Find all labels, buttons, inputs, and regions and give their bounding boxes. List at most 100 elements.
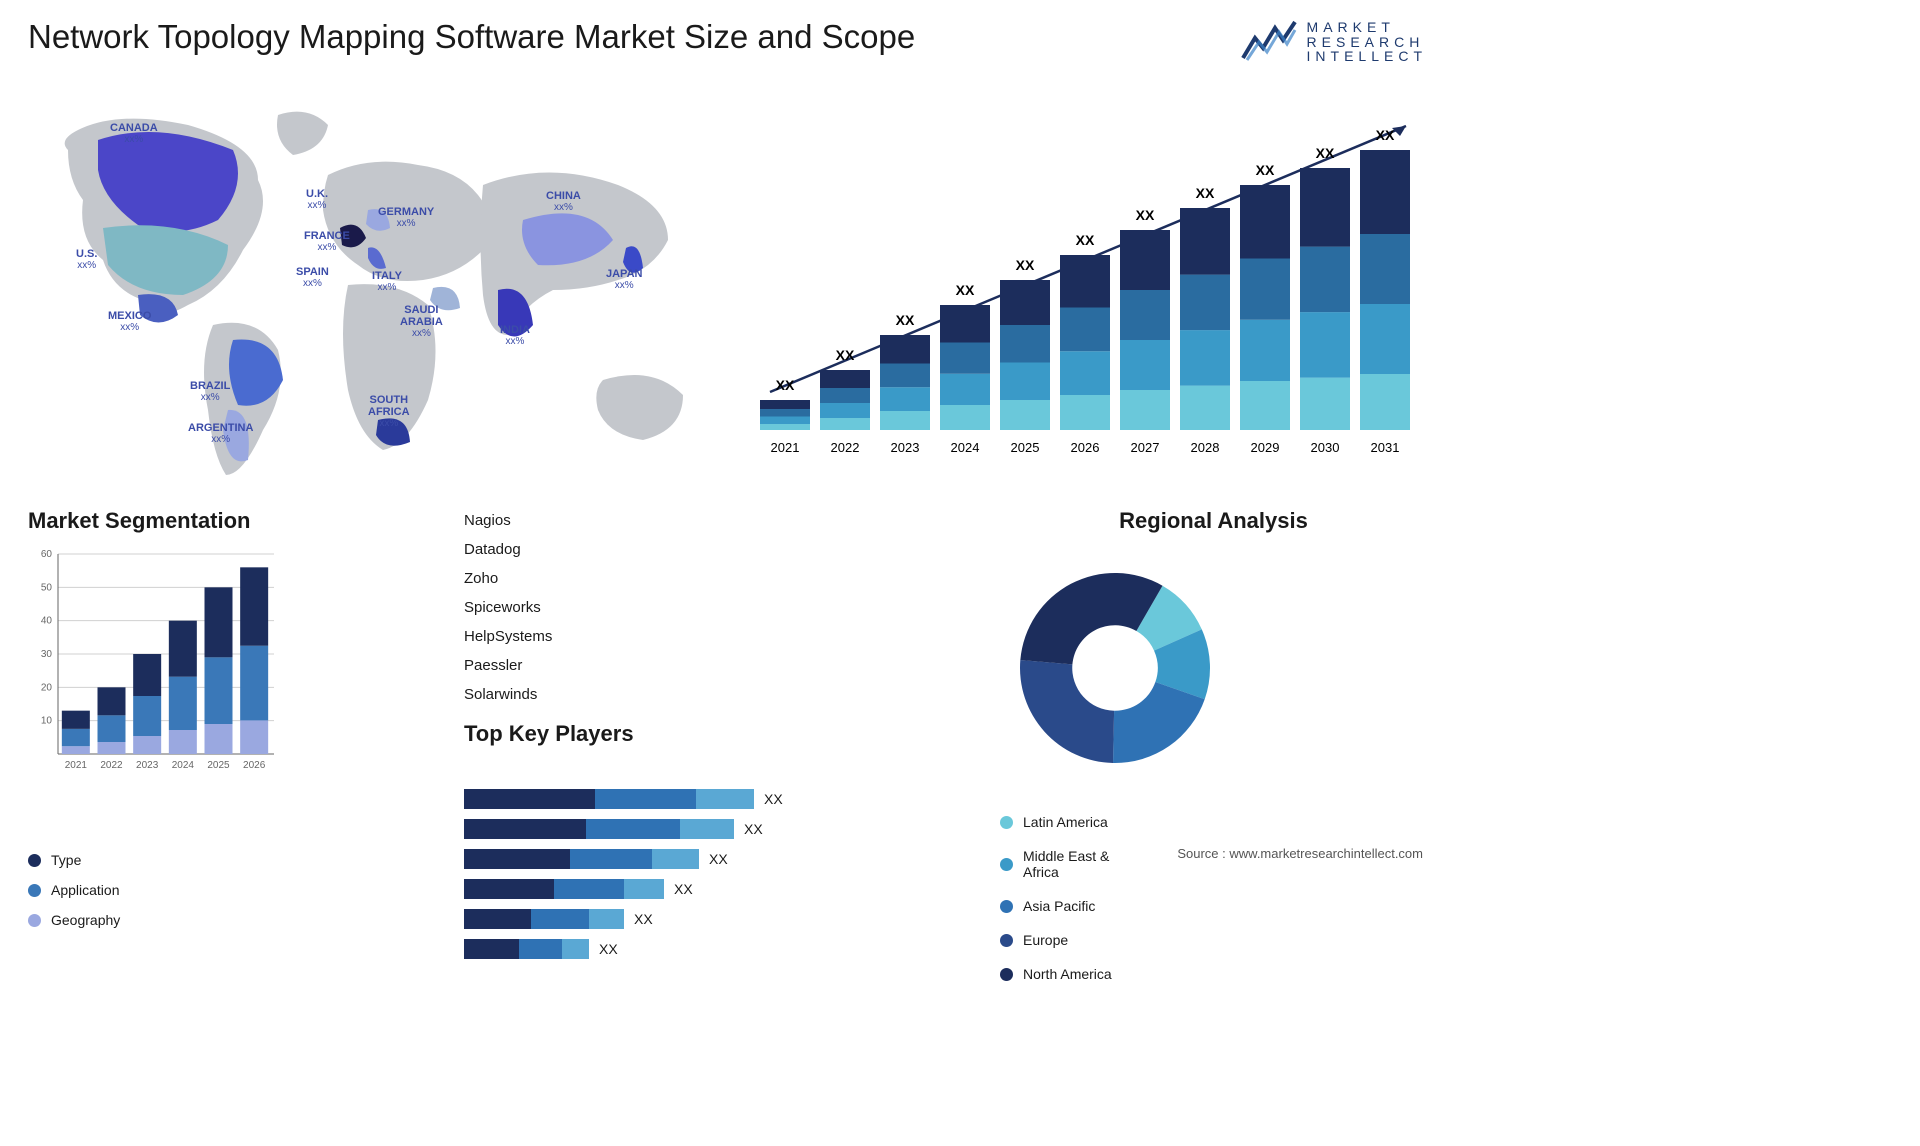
regional-donut-svg bbox=[1000, 548, 1230, 778]
growth-bar-segment bbox=[1120, 230, 1170, 290]
growth-bar-segment bbox=[1180, 386, 1230, 430]
growth-year-label: 2027 bbox=[1131, 440, 1160, 455]
growth-bar-label: XX bbox=[776, 377, 795, 393]
seg-bar-segment bbox=[62, 746, 90, 754]
legend-label: Europe bbox=[1023, 932, 1068, 948]
seg-bar-segment bbox=[205, 657, 233, 724]
growth-bar-segment bbox=[1180, 330, 1230, 386]
regional-legend-item: Latin America bbox=[1000, 814, 1427, 830]
key-players-title: Top Key Players bbox=[464, 721, 984, 747]
seg-bar-segment bbox=[62, 711, 90, 729]
regional-donut bbox=[1000, 548, 1427, 778]
key-player-name: Solarwinds bbox=[464, 686, 984, 703]
key-player-name: Spiceworks bbox=[464, 599, 984, 616]
key-player-row: XX bbox=[464, 819, 984, 839]
seg-bar-segment bbox=[62, 729, 90, 746]
legend-dot bbox=[1000, 968, 1013, 981]
legend-dot bbox=[28, 854, 41, 867]
growth-year-label: 2024 bbox=[951, 440, 980, 455]
growth-bar-segment bbox=[1240, 259, 1290, 320]
regional-legend-item: North America bbox=[1000, 966, 1427, 982]
segmentation-panel: Market Segmentation 10203040506020212022… bbox=[28, 508, 448, 982]
regional-legend-item: Europe bbox=[1000, 932, 1427, 948]
key-player-value: XX bbox=[599, 941, 618, 957]
key-player-bar-segment bbox=[624, 879, 664, 899]
growth-bar-segment bbox=[1000, 280, 1050, 325]
legend-dot bbox=[1000, 900, 1013, 913]
key-player-bar-segment bbox=[554, 879, 624, 899]
map-label: CANADAxx% bbox=[110, 122, 158, 145]
legend-dot bbox=[28, 914, 41, 927]
legend-dot bbox=[1000, 816, 1013, 829]
growth-year-label: 2022 bbox=[831, 440, 860, 455]
segmentation-legend-item: Type bbox=[28, 852, 448, 868]
growth-bar-segment bbox=[820, 370, 870, 388]
growth-bar-segment bbox=[880, 411, 930, 430]
y-tick-label: 50 bbox=[41, 582, 53, 593]
growth-bar-segment bbox=[1120, 340, 1170, 390]
y-tick-label: 10 bbox=[41, 716, 53, 727]
growth-bar-segment bbox=[1060, 308, 1110, 352]
growth-bar-segment bbox=[1120, 290, 1170, 340]
growth-bar-segment bbox=[1300, 168, 1350, 247]
map-label: INDIAxx% bbox=[500, 324, 530, 347]
key-player-value: XX bbox=[764, 791, 783, 807]
key-player-bar-segment bbox=[464, 939, 519, 959]
growth-bar-segment bbox=[1000, 400, 1050, 430]
key-player-bar bbox=[464, 849, 699, 869]
key-player-bar-segment bbox=[696, 789, 754, 809]
growth-bar-segment bbox=[1300, 312, 1350, 378]
seg-bar-segment bbox=[240, 567, 268, 645]
growth-bar-segment bbox=[1120, 390, 1170, 430]
growth-year-label: 2023 bbox=[891, 440, 920, 455]
map-label: FRANCExx% bbox=[304, 230, 350, 253]
key-player-bar-segment bbox=[464, 819, 586, 839]
growth-bar-label: XX bbox=[1016, 257, 1035, 273]
key-player-bar-segment bbox=[595, 789, 697, 809]
seg-bar-segment bbox=[169, 621, 197, 677]
map-label: BRAZILxx% bbox=[190, 380, 230, 403]
growth-bar-segment bbox=[820, 418, 870, 430]
key-player-row: XX bbox=[464, 789, 984, 809]
key-player-value: XX bbox=[744, 821, 763, 837]
regional-panel: Regional Analysis Latin AmericaMiddle Ea… bbox=[1000, 508, 1427, 982]
seg-bar-segment bbox=[98, 687, 126, 715]
growth-chart-panel: XX2021XX2022XX2023XX2024XX2025XX2026XX20… bbox=[748, 90, 1428, 470]
key-player-bar bbox=[464, 879, 664, 899]
regional-legend: Latin AmericaMiddle East &AfricaAsia Pac… bbox=[1000, 796, 1427, 982]
segmentation-legend-item: Geography bbox=[28, 912, 448, 928]
growth-bar-segment bbox=[1240, 381, 1290, 430]
map-label: SOUTHAFRICAxx% bbox=[368, 394, 410, 429]
key-player-bar-segment bbox=[464, 789, 595, 809]
growth-bar-segment bbox=[1000, 325, 1050, 363]
growth-bar-segment bbox=[1300, 247, 1350, 313]
bottom-row: Market Segmentation 10203040506020212022… bbox=[28, 508, 1427, 982]
growth-bar-label: XX bbox=[1196, 185, 1215, 201]
growth-bar-segment bbox=[1360, 234, 1410, 304]
key-player-name: HelpSystems bbox=[464, 628, 984, 645]
growth-bar-segment bbox=[1300, 378, 1350, 430]
map-label: JAPANxx% bbox=[606, 268, 642, 291]
map-label: SAUDIARABIAxx% bbox=[400, 304, 443, 339]
logo-line-1: MARKET bbox=[1307, 20, 1427, 35]
growth-bar-label: XX bbox=[956, 282, 975, 298]
growth-bar-label: XX bbox=[1076, 232, 1095, 248]
key-player-bar-segment bbox=[652, 849, 699, 869]
seg-bar-segment bbox=[133, 736, 161, 754]
growth-bar-label: XX bbox=[1136, 207, 1155, 223]
key-player-name: Paessler bbox=[464, 657, 984, 674]
growth-year-label: 2031 bbox=[1371, 440, 1400, 455]
seg-year-label: 2026 bbox=[243, 760, 266, 771]
seg-bar-segment bbox=[240, 720, 268, 754]
seg-bar-segment bbox=[205, 587, 233, 657]
seg-bar-segment bbox=[169, 730, 197, 754]
growth-bar-segment bbox=[760, 409, 810, 417]
seg-year-label: 2022 bbox=[100, 760, 123, 771]
key-player-row: XX bbox=[464, 909, 984, 929]
logo-icon bbox=[1241, 18, 1297, 66]
growth-bar-segment bbox=[760, 400, 810, 409]
map-label: ITALYxx% bbox=[372, 270, 402, 293]
growth-bar-segment bbox=[1060, 395, 1110, 430]
key-player-bar bbox=[464, 939, 589, 959]
growth-year-label: 2025 bbox=[1011, 440, 1040, 455]
